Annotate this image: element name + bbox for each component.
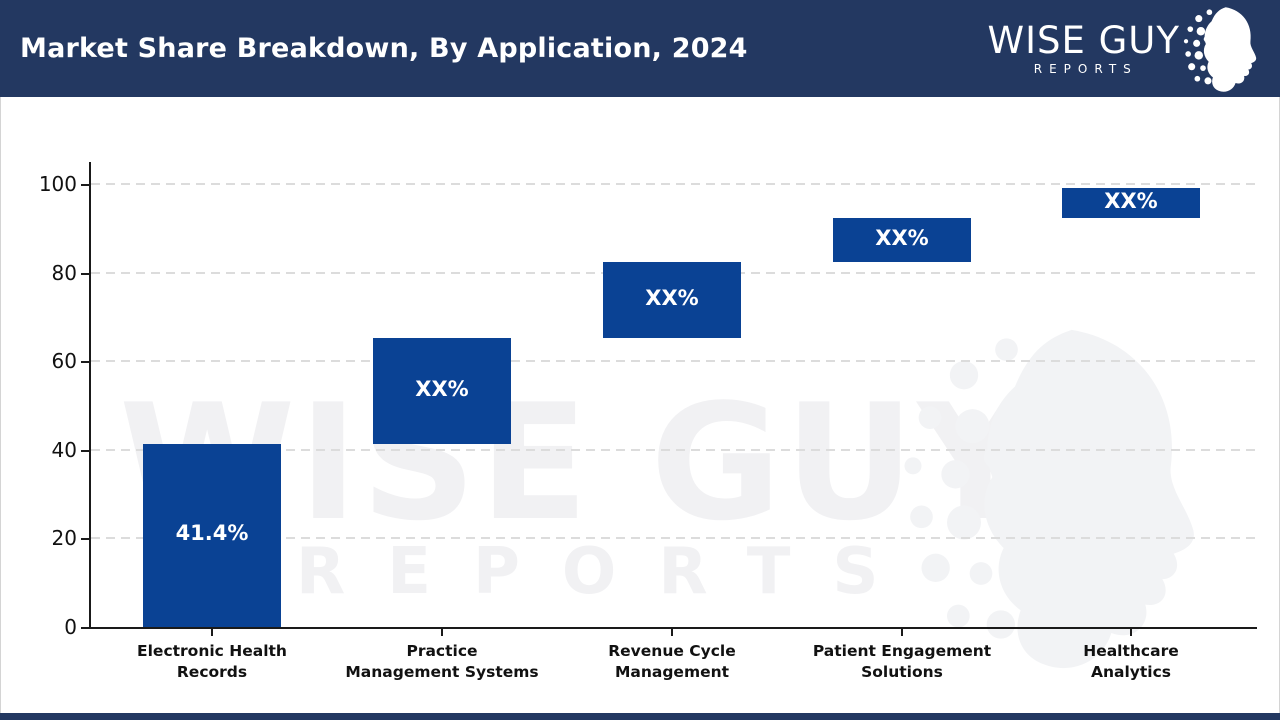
x-category-label-line: Patient Engagement — [812, 642, 992, 660]
head-silhouette-icon — [1183, 6, 1257, 92]
brand-logo-text: WISE GUY REPORTS — [988, 22, 1180, 76]
x-tickmark — [441, 629, 443, 636]
bar-value-label: 41.4% — [175, 521, 249, 546]
x-category-label-line: Analytics — [1090, 663, 1172, 681]
bar-value-label: XX% — [875, 225, 929, 250]
x-category-label-line: Management — [614, 663, 730, 681]
x-axis-line — [89, 627, 1257, 629]
page-title: Market Share Breakdown, By Application, … — [20, 33, 748, 64]
brand-name: WISE GUY — [987, 18, 1180, 62]
y-tickmark — [81, 538, 89, 541]
x-tickmark — [1130, 629, 1132, 636]
y-tickmark — [81, 449, 89, 452]
x-category-label-line: Records — [176, 663, 248, 681]
y-tickmark — [81, 272, 89, 275]
x-category-label-line: Solutions — [861, 663, 943, 681]
x-tickmark — [901, 629, 903, 636]
x-category-label: Patient Engagement Solutions — [787, 641, 1017, 683]
y-tick-label: 0 — [64, 615, 77, 639]
x-category-label-line: Revenue Cycle — [608, 642, 736, 660]
bar-segment — [1062, 187, 1200, 219]
bar-segment — [373, 337, 511, 444]
bar-segment — [833, 218, 971, 262]
gridline — [91, 360, 1257, 363]
bar-segment — [143, 443, 281, 627]
header-band: Market Share Breakdown, By Application, … — [0, 0, 1280, 97]
bar-value-label: XX% — [1104, 188, 1158, 213]
gridline — [91, 537, 1257, 540]
x-tickmark — [671, 629, 673, 636]
x-category-label: Electronic Health Records — [97, 641, 327, 683]
bar-value-label: XX% — [415, 376, 469, 401]
watermark-subtext: REPORTS — [296, 535, 921, 609]
x-category-label-line: Management Systems — [345, 663, 539, 681]
y-tickmark — [81, 627, 89, 629]
brand-logo: WISE GUY REPORTS — [988, 3, 1280, 95]
y-tick-label: 100 — [38, 172, 77, 196]
bar-value-label: XX% — [645, 285, 699, 310]
chart-canvas: WISE GUY REPORTS 0 20 40 60 80 100 41.4% Electr… — [0, 97, 1280, 713]
y-tick-label: 20 — [51, 526, 77, 551]
footer-band — [0, 713, 1280, 720]
watermark-head-silhouette — [904, 329, 1194, 669]
x-category-label: Healthcare Analytics — [1016, 641, 1246, 683]
x-category-label: Revenue Cycle Management — [557, 641, 787, 683]
y-axis-line — [89, 162, 91, 629]
y-tick-label: 40 — [51, 437, 77, 462]
x-category-label: Practice Management Systems — [327, 641, 557, 683]
x-category-label-line: Practice — [406, 642, 478, 660]
y-tickmark — [81, 184, 89, 186]
x-category-label-line: Electronic Health — [137, 642, 287, 660]
gridline — [91, 183, 1257, 185]
gridline — [91, 448, 1257, 451]
y-tick-label: 60 — [51, 349, 77, 374]
x-category-label-line: Healthcare — [1083, 642, 1179, 660]
y-tickmark — [81, 361, 89, 364]
brand-subname: REPORTS — [1033, 61, 1138, 76]
bar-segment — [603, 261, 741, 338]
y-tick-label: 80 — [51, 260, 77, 285]
x-tickmark — [211, 629, 213, 636]
